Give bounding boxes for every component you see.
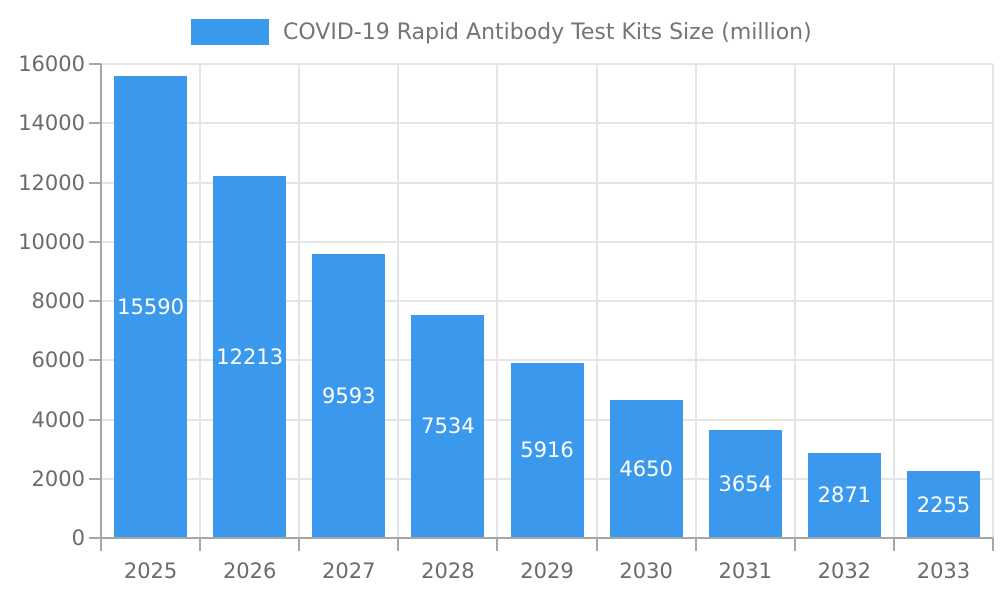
x-axis-tick-label: 2029 xyxy=(520,559,574,583)
y-axis-tick xyxy=(89,122,101,125)
x-axis-tick xyxy=(298,538,301,551)
gridline-vertical xyxy=(694,64,697,538)
gridline-vertical xyxy=(496,64,499,538)
y-axis-tick-label: 16000 xyxy=(18,52,85,76)
x-axis-tick-label: 2031 xyxy=(718,559,772,583)
bar-value-label: 5916 xyxy=(520,438,574,463)
legend-label: COVID-19 Rapid Antibody Test Kits Size (… xyxy=(283,19,812,45)
y-axis-tick xyxy=(89,477,101,480)
gridline-vertical xyxy=(199,64,202,538)
bar-value-label: 2255 xyxy=(916,492,971,517)
y-axis-tick-label: 8000 xyxy=(31,289,85,313)
y-axis-line xyxy=(100,64,102,538)
x-axis-tick xyxy=(892,538,895,551)
gridline-vertical xyxy=(793,64,796,538)
bar-2027[interactable]: 9593 xyxy=(312,253,386,538)
y-axis-tick xyxy=(89,63,101,65)
x-axis-tick xyxy=(199,538,202,551)
x-axis-tick-label: 2028 xyxy=(421,559,475,583)
bar-value-label: 2871 xyxy=(817,483,872,508)
y-axis-tick xyxy=(89,359,101,362)
bar-2025[interactable]: 15590 xyxy=(114,76,188,538)
gridline-vertical xyxy=(992,64,994,538)
x-axis-tick xyxy=(100,538,102,551)
bar-value-label: 9593 xyxy=(322,383,376,408)
gridline-vertical xyxy=(298,64,301,538)
gridline-horizontal xyxy=(101,63,993,65)
x-axis-tick-label: 2025 xyxy=(123,559,178,583)
y-axis-tick xyxy=(89,418,101,421)
bar-value-label: 7534 xyxy=(421,414,475,439)
y-axis-tick xyxy=(89,537,101,539)
bar-2028[interactable]: 7534 xyxy=(411,314,485,538)
y-axis-tick-label: 0 xyxy=(71,526,85,550)
x-axis-tick xyxy=(595,538,598,551)
x-axis-tick-label: 2030 xyxy=(619,559,673,583)
gridline-horizontal xyxy=(101,122,993,125)
bar-value-label: 4650 xyxy=(619,457,673,482)
x-axis-tick xyxy=(694,538,697,551)
gridline-vertical xyxy=(397,64,400,538)
y-axis-tick-label: 4000 xyxy=(31,407,85,432)
bar-2033[interactable]: 2255 xyxy=(906,471,980,538)
x-axis-line xyxy=(101,537,993,539)
x-axis-tick xyxy=(397,538,400,551)
x-axis-tick-label: 2027 xyxy=(322,559,376,583)
legend-marker-swatch xyxy=(191,19,269,45)
bar-value-label: 3654 xyxy=(718,471,772,496)
y-axis-tick-label: 10000 xyxy=(18,229,85,254)
y-axis-tick-label: 6000 xyxy=(31,348,85,373)
bar-2026[interactable]: 12213 xyxy=(213,176,287,538)
bar-2030[interactable]: 4650 xyxy=(609,400,683,538)
bar-value-label: 15590 xyxy=(117,295,184,320)
x-axis-tick xyxy=(992,538,994,551)
y-axis-tick-label: 14000 xyxy=(18,111,85,136)
x-axis-tick-label: 2032 xyxy=(817,559,872,583)
x-axis-tick xyxy=(496,538,499,551)
plot-area: 15590 12213 9593 7534 5916 4650 3654 2871 2255 xyxy=(100,63,994,539)
gridline-vertical xyxy=(892,64,895,538)
x-axis-tick-label: 2033 xyxy=(916,559,971,583)
bar-2029[interactable]: 5916 xyxy=(510,362,584,538)
gridline-horizontal xyxy=(101,359,993,362)
y-axis-tick-label: 12000 xyxy=(18,170,85,195)
bar-2031[interactable]: 3654 xyxy=(708,429,782,538)
y-axis-tick xyxy=(89,240,101,243)
x-axis-tick-label: 2026 xyxy=(222,559,277,583)
gridline-horizontal xyxy=(101,300,993,302)
bar-2032[interactable]: 2871 xyxy=(807,452,881,538)
y-axis-tick-label: 2000 xyxy=(31,466,85,491)
gridline-vertical xyxy=(595,64,598,538)
bar-value-label: 12213 xyxy=(216,345,284,370)
gridline-horizontal xyxy=(101,240,993,243)
y-axis-tick xyxy=(89,300,101,302)
legend[interactable]: COVID-19 Rapid Antibody Test Kits Size (… xyxy=(191,17,812,47)
x-axis-tick xyxy=(793,538,796,551)
gridline-horizontal xyxy=(101,181,993,184)
y-axis-tick xyxy=(89,181,101,184)
